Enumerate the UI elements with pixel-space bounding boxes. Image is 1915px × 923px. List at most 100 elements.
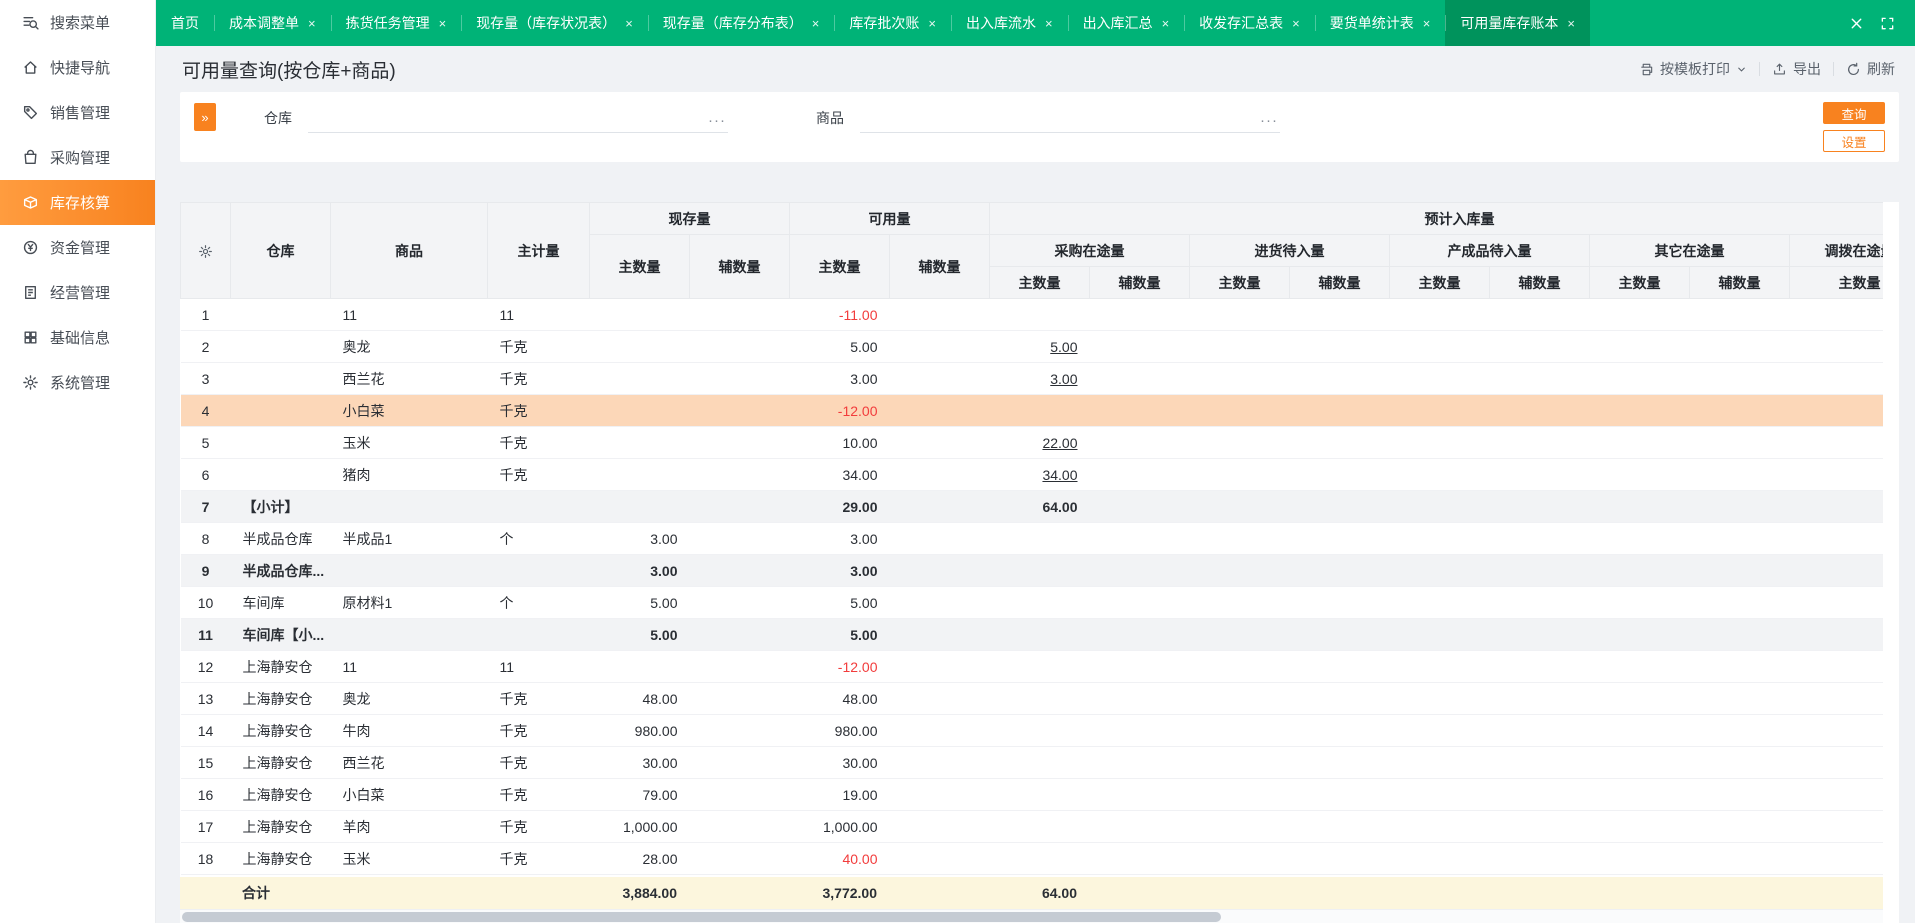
cell-current-aux-qty[interactable] [689, 746, 790, 779]
tab-item[interactable]: 现存量（库存分布表） × [647, 0, 835, 46]
table-row[interactable]: 1 11 11 -11.00 [180, 298, 1883, 331]
cell-purchase-main-qty[interactable] [989, 842, 1090, 875]
table-row[interactable]: 12 上海静安仓 11 11 -12.00 [180, 650, 1883, 683]
cell-unit[interactable]: 千克 [487, 810, 590, 843]
cell-other-aux-qty[interactable] [1689, 650, 1790, 683]
cell-transfer-main-qty[interactable] [1789, 330, 1883, 363]
cell-incoming-main-qty[interactable] [1189, 426, 1290, 459]
cell-product[interactable] [330, 554, 488, 587]
cell-transfer-main-qty[interactable] [1789, 586, 1883, 619]
chevron-down-icon[interactable] [1736, 64, 1747, 75]
cell-warehouse[interactable]: 上海静安仓 [230, 682, 331, 715]
sidebar-item-base-info[interactable]: 基础信息 [0, 315, 155, 360]
cell-available-main-qty[interactable]: 10.00 [789, 426, 890, 459]
cell-product[interactable]: 11 [330, 298, 488, 331]
cell-row-number[interactable]: 14 [180, 714, 231, 747]
cell-incoming-main-qty[interactable] [1189, 810, 1290, 843]
cell-row-number[interactable]: 15 [180, 746, 231, 779]
cell-incoming-aux-qty[interactable] [1289, 522, 1390, 555]
cell-finished-main-qty[interactable] [1389, 362, 1490, 395]
cell-current-main-qty[interactable]: 1,000.00 [589, 810, 690, 843]
cell-incoming-aux-qty[interactable] [1289, 426, 1390, 459]
tab-item[interactable]: 成本调整单 × [214, 0, 331, 46]
cell-current-aux-qty[interactable] [689, 554, 790, 587]
cell-other-aux-qty[interactable] [1689, 362, 1790, 395]
cell-unit[interactable] [487, 490, 590, 523]
cell-other-aux-qty[interactable] [1689, 842, 1790, 875]
sidebar-item-sales[interactable]: 销售管理 [0, 90, 155, 135]
tab-close-icon[interactable]: × [1292, 15, 1300, 31]
column-settings-button[interactable] [180, 202, 231, 299]
cell-incoming-aux-qty[interactable] [1289, 490, 1390, 523]
cell-other-aux-qty[interactable] [1689, 330, 1790, 363]
cell-other-main-qty[interactable] [1589, 618, 1690, 651]
cell-available-aux-qty[interactable] [889, 522, 990, 555]
purchase-in-transit-link[interactable]: 5.00 [1050, 338, 1078, 355]
cell-transfer-main-qty[interactable] [1789, 746, 1883, 779]
cell-other-aux-qty[interactable] [1689, 714, 1790, 747]
cell-purchase-main-qty[interactable] [989, 586, 1090, 619]
cell-finished-aux-qty[interactable] [1489, 490, 1590, 523]
cell-current-main-qty[interactable] [589, 426, 690, 459]
cell-incoming-main-qty[interactable] [1189, 394, 1290, 427]
cell-current-aux-qty[interactable] [689, 842, 790, 875]
cell-transfer-main-qty[interactable] [1789, 842, 1883, 875]
cell-current-main-qty[interactable] [589, 298, 690, 331]
cell-transfer-main-qty[interactable] [1789, 554, 1883, 587]
cell-purchase-aux-qty[interactable] [1089, 554, 1190, 587]
sidebar-item-search-menu[interactable]: 搜索菜单 [0, 0, 155, 45]
cell-available-aux-qty[interactable] [889, 362, 990, 395]
cell-incoming-aux-qty[interactable] [1289, 298, 1390, 331]
cell-current-aux-qty[interactable] [689, 618, 790, 651]
cell-available-main-qty[interactable]: 34.00 [789, 458, 890, 491]
horizontal-scrollbar[interactable] [180, 909, 1883, 923]
fullscreen-icon[interactable] [1880, 16, 1895, 31]
cell-purchase-main-qty[interactable] [989, 522, 1090, 555]
cell-available-main-qty[interactable]: 19.00 [789, 778, 890, 811]
cell-product[interactable]: 半成品1 [330, 522, 488, 555]
cell-available-main-qty[interactable]: -12.00 [789, 650, 890, 683]
cell-unit[interactable]: 千克 [487, 842, 590, 875]
cell-unit[interactable]: 11 [487, 298, 590, 331]
cell-available-main-qty[interactable]: 980.00 [789, 714, 890, 747]
cell-current-main-qty[interactable]: 5.00 [589, 618, 690, 651]
cell-warehouse[interactable]: 车间库 [230, 586, 331, 619]
cell-finished-aux-qty[interactable] [1489, 746, 1590, 779]
cell-other-main-qty[interactable] [1589, 298, 1690, 331]
cell-available-aux-qty[interactable] [889, 714, 990, 747]
cell-purchase-main-qty[interactable] [989, 810, 1090, 843]
cell-incoming-main-qty[interactable] [1189, 554, 1290, 587]
cell-other-aux-qty[interactable] [1689, 778, 1790, 811]
cell-available-aux-qty[interactable] [889, 810, 990, 843]
cell-finished-main-qty[interactable] [1389, 650, 1490, 683]
cell-current-main-qty[interactable] [589, 650, 690, 683]
cell-current-main-qty[interactable]: 30.00 [589, 746, 690, 779]
cell-unit[interactable]: 个 [487, 522, 590, 555]
query-button[interactable]: 查询 [1823, 102, 1885, 124]
cell-incoming-aux-qty[interactable] [1289, 714, 1390, 747]
cell-purchase-aux-qty[interactable] [1089, 298, 1190, 331]
cell-warehouse[interactable]: 上海静安仓 [230, 746, 331, 779]
cell-transfer-main-qty[interactable] [1789, 650, 1883, 683]
cell-available-main-qty[interactable]: -11.00 [789, 298, 890, 331]
cell-product[interactable]: 小白菜 [330, 394, 488, 427]
cell-available-aux-qty[interactable] [889, 426, 990, 459]
cell-unit[interactable]: 千克 [487, 714, 590, 747]
cell-purchase-main-qty[interactable]: 3.00 [989, 362, 1090, 395]
cell-current-aux-qty[interactable] [689, 778, 790, 811]
cell-row-number[interactable]: 2 [180, 330, 231, 363]
cell-current-aux-qty[interactable] [689, 650, 790, 683]
cell-warehouse[interactable]: 上海静安仓 [230, 714, 331, 747]
cell-available-main-qty[interactable]: 5.00 [789, 586, 890, 619]
cell-finished-main-qty[interactable] [1389, 618, 1490, 651]
cell-unit[interactable]: 千克 [487, 682, 590, 715]
cell-incoming-main-qty[interactable] [1189, 650, 1290, 683]
cell-warehouse[interactable]: 上海静安仓 [230, 842, 331, 875]
cell-available-aux-qty[interactable] [889, 650, 990, 683]
cell-incoming-aux-qty[interactable] [1289, 682, 1390, 715]
cell-transfer-main-qty[interactable] [1789, 522, 1883, 555]
cell-current-main-qty[interactable]: 3.00 [589, 522, 690, 555]
cell-row-number[interactable]: 7 [180, 490, 231, 523]
tab-item[interactable]: 出入库流水 × [950, 0, 1068, 46]
export-button[interactable]: 导出 [1772, 59, 1821, 79]
